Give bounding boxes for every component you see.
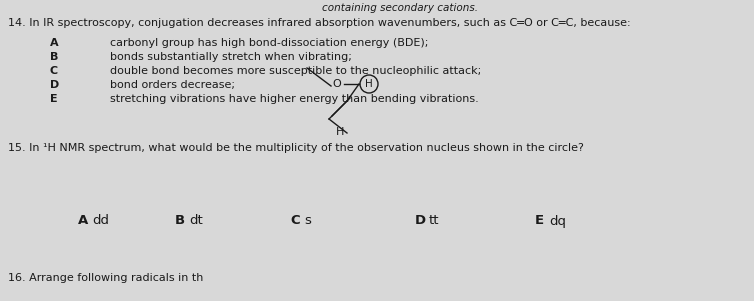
Text: bond orders decrease;: bond orders decrease; <box>110 80 235 90</box>
Text: stretching vibrations have higher energy than bending vibrations.: stretching vibrations have higher energy… <box>110 94 479 104</box>
Text: H: H <box>336 127 344 137</box>
Text: containing secondary cations.: containing secondary cations. <box>322 3 478 13</box>
Text: 16. Arrange following radicals in th: 16. Arrange following radicals in th <box>8 273 204 283</box>
Text: bonds substantially stretch when vibrating;: bonds substantially stretch when vibrati… <box>110 52 352 62</box>
Text: D: D <box>415 215 426 228</box>
Text: dt: dt <box>189 215 203 228</box>
Text: E: E <box>50 94 57 104</box>
Text: tt: tt <box>429 215 440 228</box>
Text: D: D <box>50 80 60 90</box>
Text: A: A <box>50 38 59 48</box>
Text: A: A <box>78 215 88 228</box>
Text: s: s <box>304 215 311 228</box>
Text: O: O <box>333 79 342 89</box>
Text: 15. In ¹H NMR spectrum, what would be the multiplicity of the observation nucleu: 15. In ¹H NMR spectrum, what would be th… <box>8 143 584 153</box>
Text: double bond becomes more susceptible to the nucleophilic attack;: double bond becomes more susceptible to … <box>110 66 481 76</box>
Text: dd: dd <box>92 215 109 228</box>
Text: carbonyl group has high bond-dissociation energy (BDE);: carbonyl group has high bond-dissociatio… <box>110 38 428 48</box>
Text: C: C <box>290 215 299 228</box>
Text: C: C <box>50 66 58 76</box>
Text: E: E <box>535 215 544 228</box>
Text: B: B <box>50 52 58 62</box>
Text: H: H <box>365 79 373 89</box>
Text: 14. In IR spectroscopy, conjugation decreases infrared absorption wavenumbers, s: 14. In IR spectroscopy, conjugation decr… <box>8 18 630 28</box>
Text: B: B <box>175 215 185 228</box>
Text: dq: dq <box>549 215 566 228</box>
